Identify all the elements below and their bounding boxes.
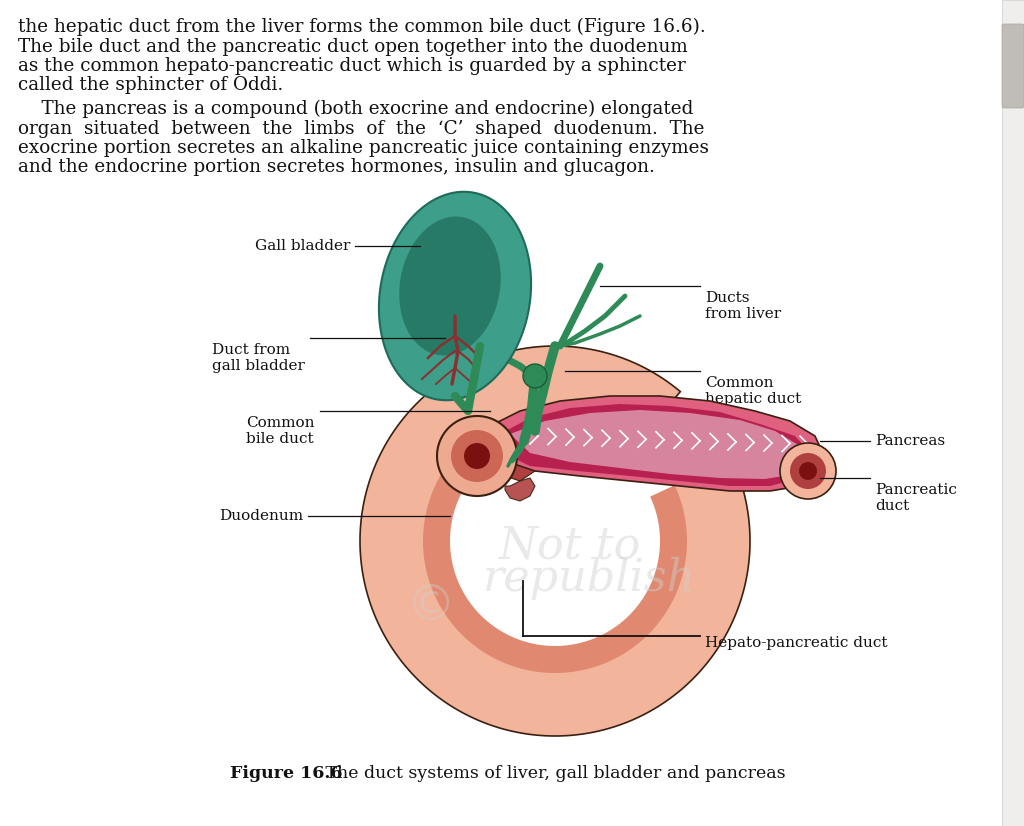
Text: republish: republish (483, 557, 696, 600)
Text: and the endocrine portion secretes hormones, insulin and glucagon.: and the endocrine portion secretes hormo… (18, 159, 655, 177)
Text: called the sphincter of Oddi.: called the sphincter of Oddi. (18, 77, 284, 94)
Circle shape (799, 462, 817, 480)
Text: Ducts
from liver: Ducts from liver (705, 291, 781, 321)
Text: ©: © (406, 582, 455, 630)
Polygon shape (478, 421, 550, 481)
Circle shape (437, 416, 517, 496)
Circle shape (451, 430, 503, 482)
Text: as the common hepato-pancreatic duct which is guarded by a sphincter: as the common hepato-pancreatic duct whi… (18, 57, 686, 75)
Circle shape (790, 453, 826, 489)
FancyBboxPatch shape (1002, 24, 1024, 108)
Text: Pancreas: Pancreas (874, 434, 945, 448)
FancyBboxPatch shape (1002, 0, 1024, 826)
Text: Gall bladder: Gall bladder (255, 239, 350, 253)
Text: Common
hepatic duct: Common hepatic duct (705, 376, 801, 406)
Polygon shape (360, 346, 750, 736)
Circle shape (780, 443, 836, 499)
Text: Figure 16.6: Figure 16.6 (230, 766, 342, 782)
Polygon shape (379, 192, 531, 401)
Text: Duct from
gall bladder: Duct from gall bladder (212, 343, 305, 373)
Text: The bile duct and the pancreatic duct open together into the duodenum: The bile duct and the pancreatic duct op… (18, 37, 688, 55)
Text: Pancreatic
duct: Pancreatic duct (874, 483, 956, 513)
Text: exocrine portion secretes an alkaline pancreatic juice containing enzymes: exocrine portion secretes an alkaline pa… (18, 139, 709, 157)
Circle shape (464, 443, 490, 469)
Polygon shape (505, 478, 535, 501)
Text: the hepatic duct from the liver forms the common bile duct (Figure 16.6).: the hepatic duct from the liver forms th… (18, 18, 706, 36)
Polygon shape (510, 410, 810, 479)
Circle shape (523, 364, 547, 388)
Text: The pancreas is a compound (both exocrine and endocrine) elongated: The pancreas is a compound (both exocrin… (18, 100, 693, 118)
Polygon shape (399, 216, 501, 355)
Polygon shape (423, 409, 687, 673)
Polygon shape (488, 396, 825, 491)
Text: Duodenum: Duodenum (219, 509, 303, 523)
Text: organ  situated  between  the  limbs  of  the  ‘C’  shaped  duodenum.  The: organ situated between the limbs of the … (18, 120, 705, 137)
Text: Not to: Not to (499, 525, 641, 567)
Text: Common
bile duct: Common bile duct (247, 416, 315, 446)
Text: Hepato-pancreatic duct: Hepato-pancreatic duct (705, 636, 888, 650)
Text: The duct systems of liver, gall bladder and pancreas: The duct systems of liver, gall bladder … (319, 766, 785, 782)
Polygon shape (500, 404, 815, 486)
